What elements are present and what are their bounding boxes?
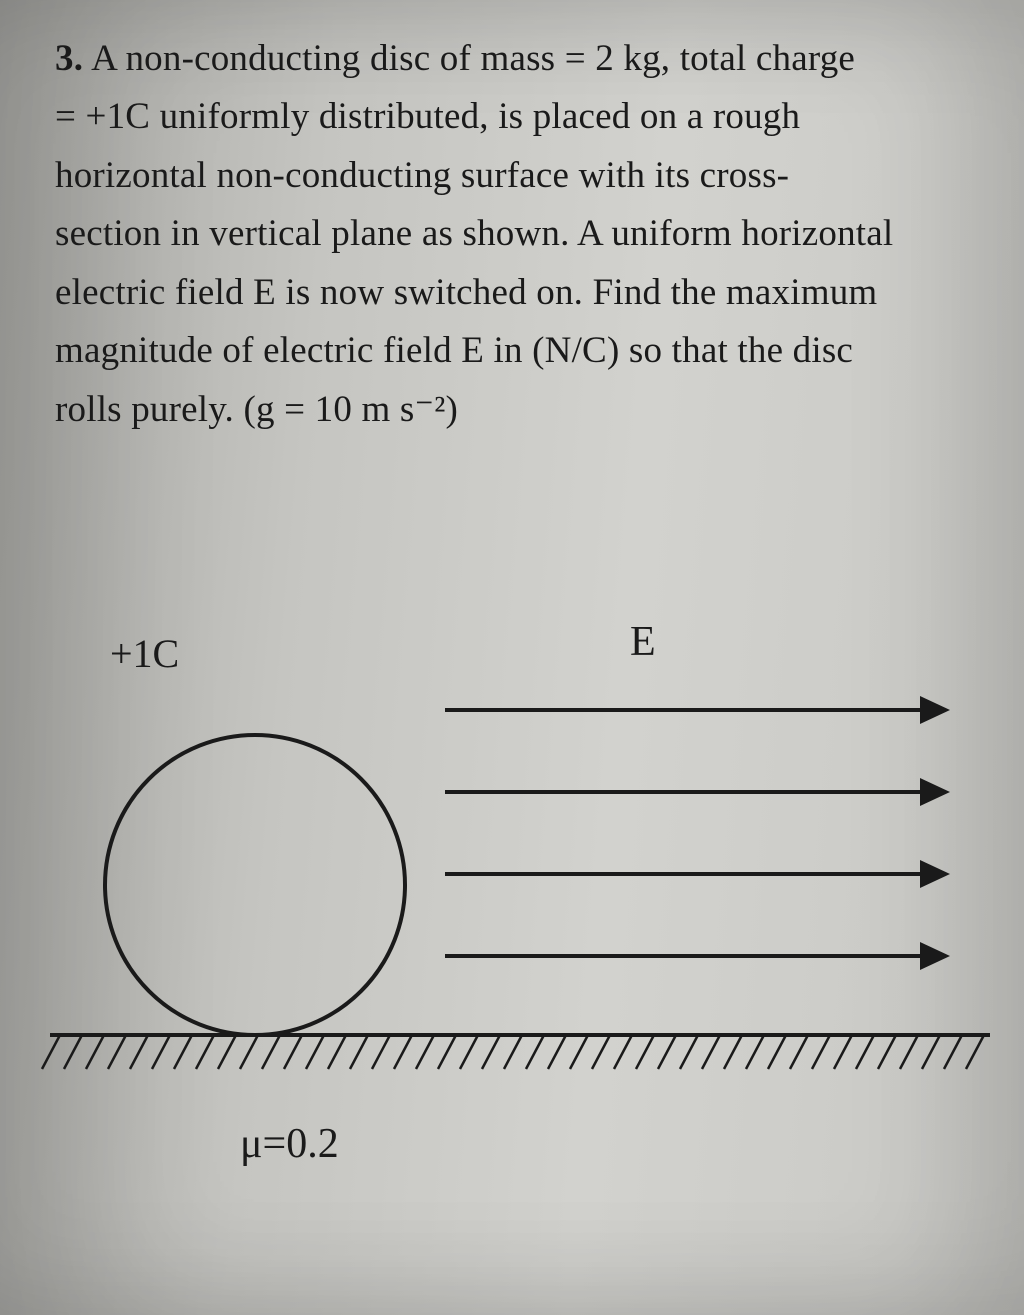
question-line-0: A non-conducting disc of mass = 2 kg, to…	[91, 38, 855, 79]
question-line-2: horizontal non-conducting surface with i…	[55, 155, 789, 196]
question-line-1: = +1C uniformly distributed, is placed o…	[55, 96, 800, 137]
diagram-svg	[70, 610, 970, 1170]
field-label: E	[630, 618, 656, 666]
question-line-3: section in vertical plane as shown. A un…	[55, 213, 893, 254]
question-line-6: rolls purely. (g = 10 m s⁻²)	[55, 389, 458, 430]
diagram: +1C E μ=0.2	[70, 610, 970, 1170]
question-number: 3.	[55, 38, 83, 79]
charge-label: +1C	[110, 630, 179, 677]
question-line-4: electric field E is now switched on. Fin…	[55, 272, 877, 313]
question-text-block: 3.A non-conducting disc of mass = 2 kg, …	[55, 30, 984, 439]
question-line-5: magnitude of electric field E in (N/C) s…	[55, 330, 853, 371]
mu-label: μ=0.2	[240, 1120, 339, 1168]
page: 3.A non-conducting disc of mass = 2 kg, …	[0, 0, 1024, 1315]
